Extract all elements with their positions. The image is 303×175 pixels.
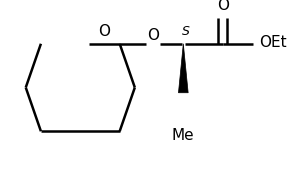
Text: Me: Me (171, 128, 194, 143)
Text: OEt: OEt (259, 35, 287, 50)
Text: O: O (217, 0, 229, 13)
Polygon shape (178, 44, 188, 93)
Text: S: S (181, 25, 189, 38)
Text: O: O (147, 27, 159, 43)
Text: O: O (98, 24, 111, 39)
